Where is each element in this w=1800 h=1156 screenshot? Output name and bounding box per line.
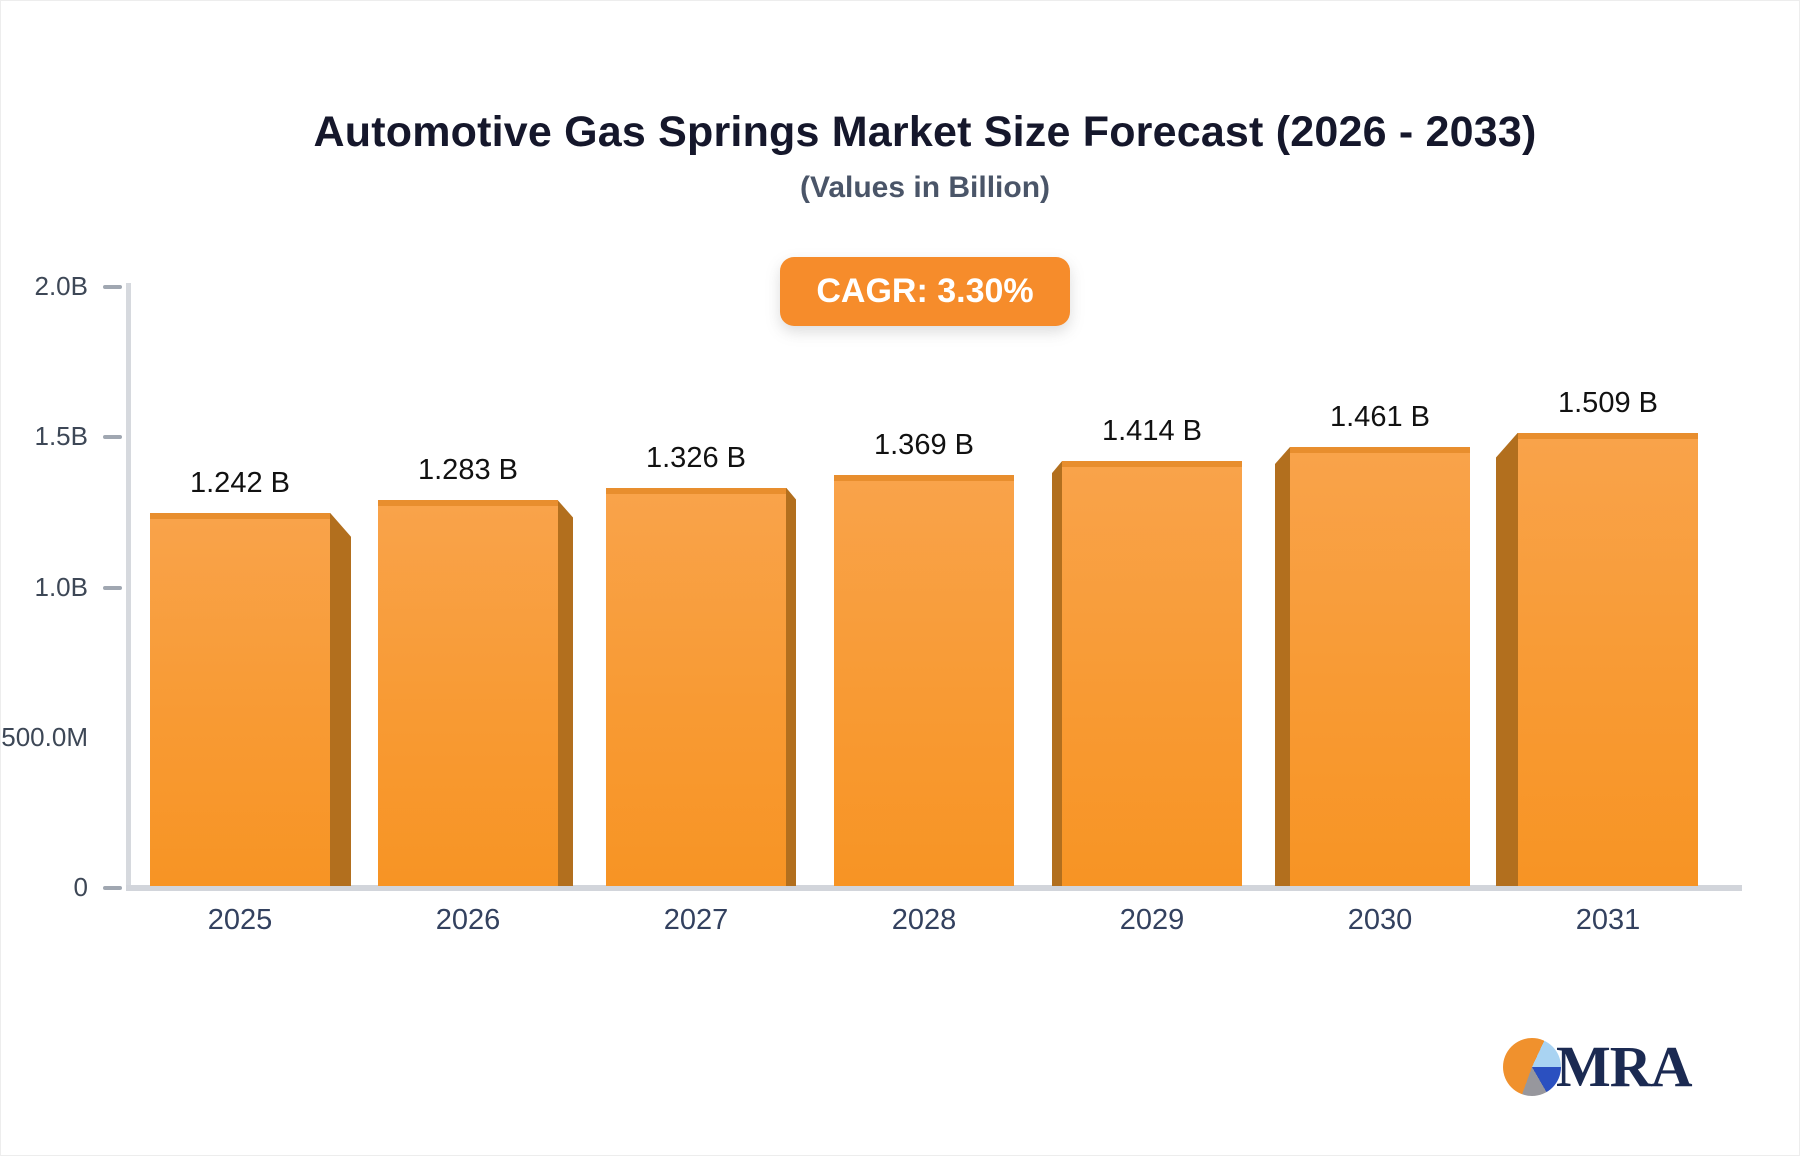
bar	[1062, 461, 1242, 886]
bar-side-face	[330, 512, 351, 886]
y-tick-label: 1.5B	[34, 421, 89, 452]
y-tick-dash	[103, 585, 122, 590]
pie-chart-logo-icon	[1503, 1038, 1561, 1096]
x-tick-label: 2027	[663, 904, 729, 936]
bar	[1518, 432, 1698, 886]
chart-title: Automotive Gas Springs Market Size Forec…	[313, 108, 1537, 156]
y-tick-dash	[103, 435, 122, 440]
x-tick-label: 2029	[1119, 904, 1185, 936]
bar-value-label: 1.283 B	[418, 454, 518, 487]
bar-value-label: 1.326 B	[646, 441, 746, 474]
y-tick-label: 1.0B	[34, 571, 89, 602]
bar-value-label: 1.509 B	[1558, 386, 1658, 419]
y-tick-label: 0	[73, 872, 88, 902]
x-tick-label: 2025	[207, 904, 273, 936]
logo-text: MRA	[1556, 1034, 1693, 1099]
bar	[150, 512, 330, 886]
x-tick-label: 2028	[891, 904, 957, 936]
x-axis-line	[126, 885, 1742, 891]
bar-side-face	[1496, 432, 1518, 886]
bar-side-face	[1275, 446, 1290, 886]
bar-side-face	[558, 500, 573, 886]
bar-value-label: 1.414 B	[1102, 415, 1202, 448]
y-axis-line	[126, 283, 131, 891]
bar	[606, 487, 786, 886]
bar-side-face	[786, 487, 796, 886]
x-tick-label: 2030	[1347, 904, 1413, 936]
mra-logo: MRA	[1503, 1034, 1693, 1099]
chart-subtitle: (Values in Billion)	[799, 171, 1051, 204]
y-tick-label: 2.0B	[34, 271, 89, 301]
cagr-badge: CAGR: 3.30%	[780, 257, 1070, 326]
x-tick-label: 2031	[1575, 904, 1641, 936]
bar	[834, 474, 1014, 886]
bar-value-label: 1.242 B	[190, 466, 290, 499]
chart-header: Automotive Gas Springs Market Size Forec…	[50, 0, 1800, 326]
y-tick-dash	[103, 886, 122, 890]
x-tick-label: 2026	[435, 904, 501, 936]
bar-side-face	[1052, 461, 1062, 886]
bar-value-label: 1.369 B	[874, 428, 974, 461]
bar	[1290, 446, 1470, 886]
bar	[378, 500, 558, 886]
y-tick-dash	[103, 285, 122, 289]
y-tick-label: 500.0M	[1, 721, 88, 752]
bar-value-label: 1.461 B	[1330, 400, 1430, 433]
